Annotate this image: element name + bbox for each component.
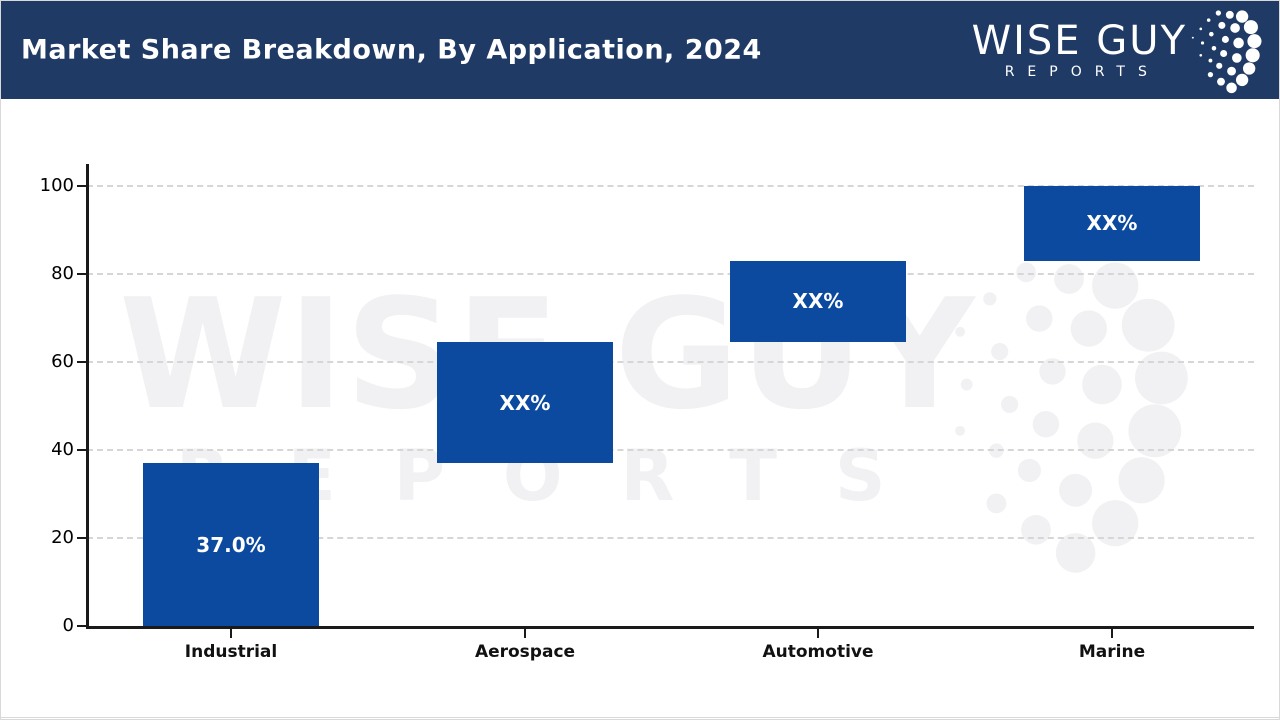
y-axis-tick-mark	[77, 273, 86, 275]
market-share-bar-aerospace: XX%	[437, 342, 613, 463]
brand-logo-text: WISE GUY REPORTS	[972, 21, 1187, 80]
y-axis-line	[86, 164, 89, 629]
bottom-divider	[1, 717, 1280, 718]
y-axis-tick-mark	[77, 361, 86, 363]
brand-logo: WISE GUY REPORTS	[972, 7, 1269, 93]
bar-value-label: XX%	[730, 289, 906, 313]
x-axis-tick-mark	[817, 629, 819, 638]
x-axis-category-label: Aerospace	[415, 642, 635, 662]
header-band: Market Share Breakdown, By Application, …	[1, 1, 1280, 99]
market-share-bar-marine: XX%	[1024, 186, 1200, 261]
x-axis-tick-mark	[230, 629, 232, 638]
x-axis-category-label: Marine	[1002, 642, 1222, 662]
y-gridline	[87, 273, 1254, 275]
chart-title: Market Share Breakdown, By Application, …	[21, 35, 762, 66]
y-gridline	[87, 361, 1254, 363]
x-axis-tick-mark	[524, 629, 526, 638]
y-axis-tick-label: 0	[14, 617, 74, 635]
figure-canvas: Market Share Breakdown, By Application, …	[0, 0, 1280, 720]
watermark-dotted-head	[871, 211, 1201, 611]
brand-name: WISE GUY	[972, 21, 1187, 61]
y-axis-tick-label: 20	[14, 529, 74, 547]
x-axis-category-label: Industrial	[121, 642, 341, 662]
y-axis-tick-mark	[77, 625, 86, 627]
x-axis-line	[86, 626, 1254, 629]
y-axis-tick-label: 100	[14, 177, 74, 195]
y-axis-tick-mark	[77, 537, 86, 539]
market-share-bar-automotive: XX%	[730, 261, 906, 342]
brand-subtitle: REPORTS	[999, 64, 1160, 80]
y-axis-tick-label: 40	[14, 441, 74, 459]
y-axis-tick-mark	[77, 449, 86, 451]
bar-value-label: 37.0%	[143, 533, 319, 557]
bar-value-label: XX%	[437, 391, 613, 415]
y-axis-tick-label: 80	[14, 265, 74, 283]
y-axis-tick-label: 60	[14, 353, 74, 371]
y-gridline	[87, 449, 1254, 451]
dotted-head-icon	[1173, 6, 1269, 94]
market-share-bar-industrial: 37.0%	[143, 463, 319, 626]
bar-value-label: XX%	[1024, 211, 1200, 235]
x-axis-tick-mark	[1111, 629, 1113, 638]
x-axis-category-label: Automotive	[708, 642, 928, 662]
y-axis-tick-mark	[77, 185, 86, 187]
